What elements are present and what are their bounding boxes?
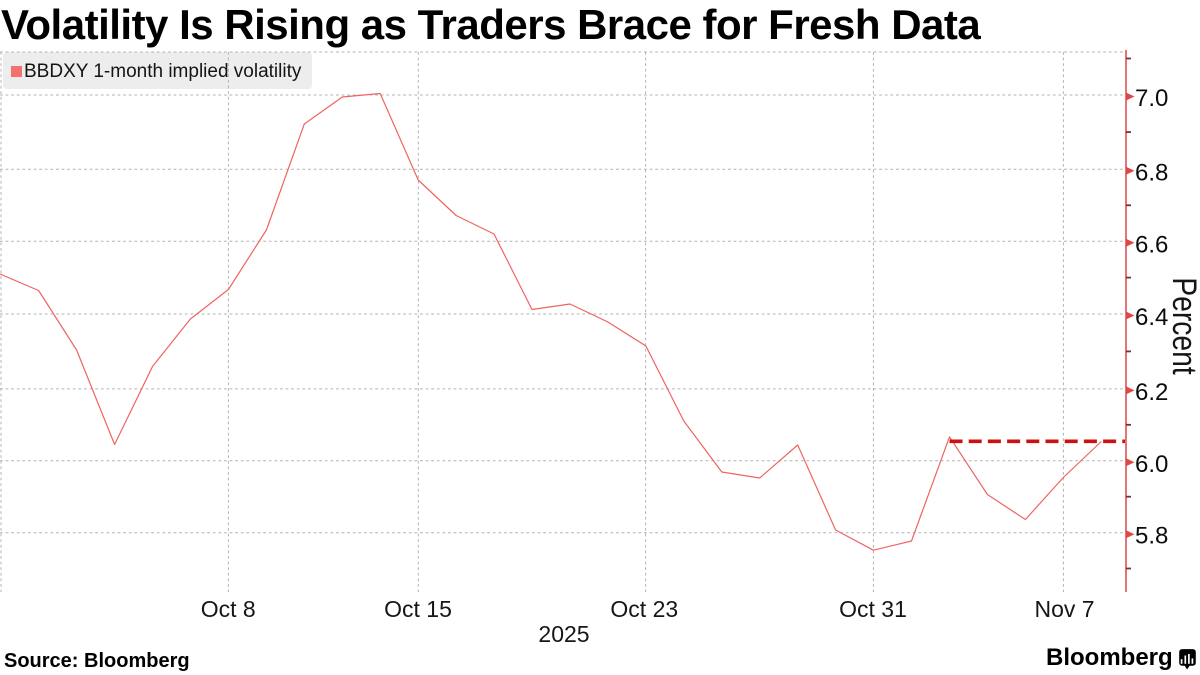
svg-text:5.8: 5.8 bbox=[1135, 523, 1168, 550]
svg-text:6.6: 6.6 bbox=[1135, 231, 1168, 258]
svg-text:7.0: 7.0 bbox=[1135, 85, 1168, 112]
svg-text:6.8: 6.8 bbox=[1135, 159, 1168, 186]
svg-text:6.0: 6.0 bbox=[1135, 451, 1168, 478]
svg-text:Nov 7: Nov 7 bbox=[1034, 596, 1094, 622]
svg-text:Oct 23: Oct 23 bbox=[610, 596, 678, 622]
svg-text:Percent: Percent bbox=[1165, 277, 1200, 375]
svg-text:6.2: 6.2 bbox=[1135, 379, 1168, 406]
svg-text:2025: 2025 bbox=[538, 621, 589, 647]
svg-text:Oct 8: Oct 8 bbox=[201, 596, 256, 622]
svg-text:6.4: 6.4 bbox=[1135, 304, 1168, 331]
svg-text:Oct 31: Oct 31 bbox=[839, 596, 907, 622]
svg-text:Oct 15: Oct 15 bbox=[384, 596, 452, 622]
